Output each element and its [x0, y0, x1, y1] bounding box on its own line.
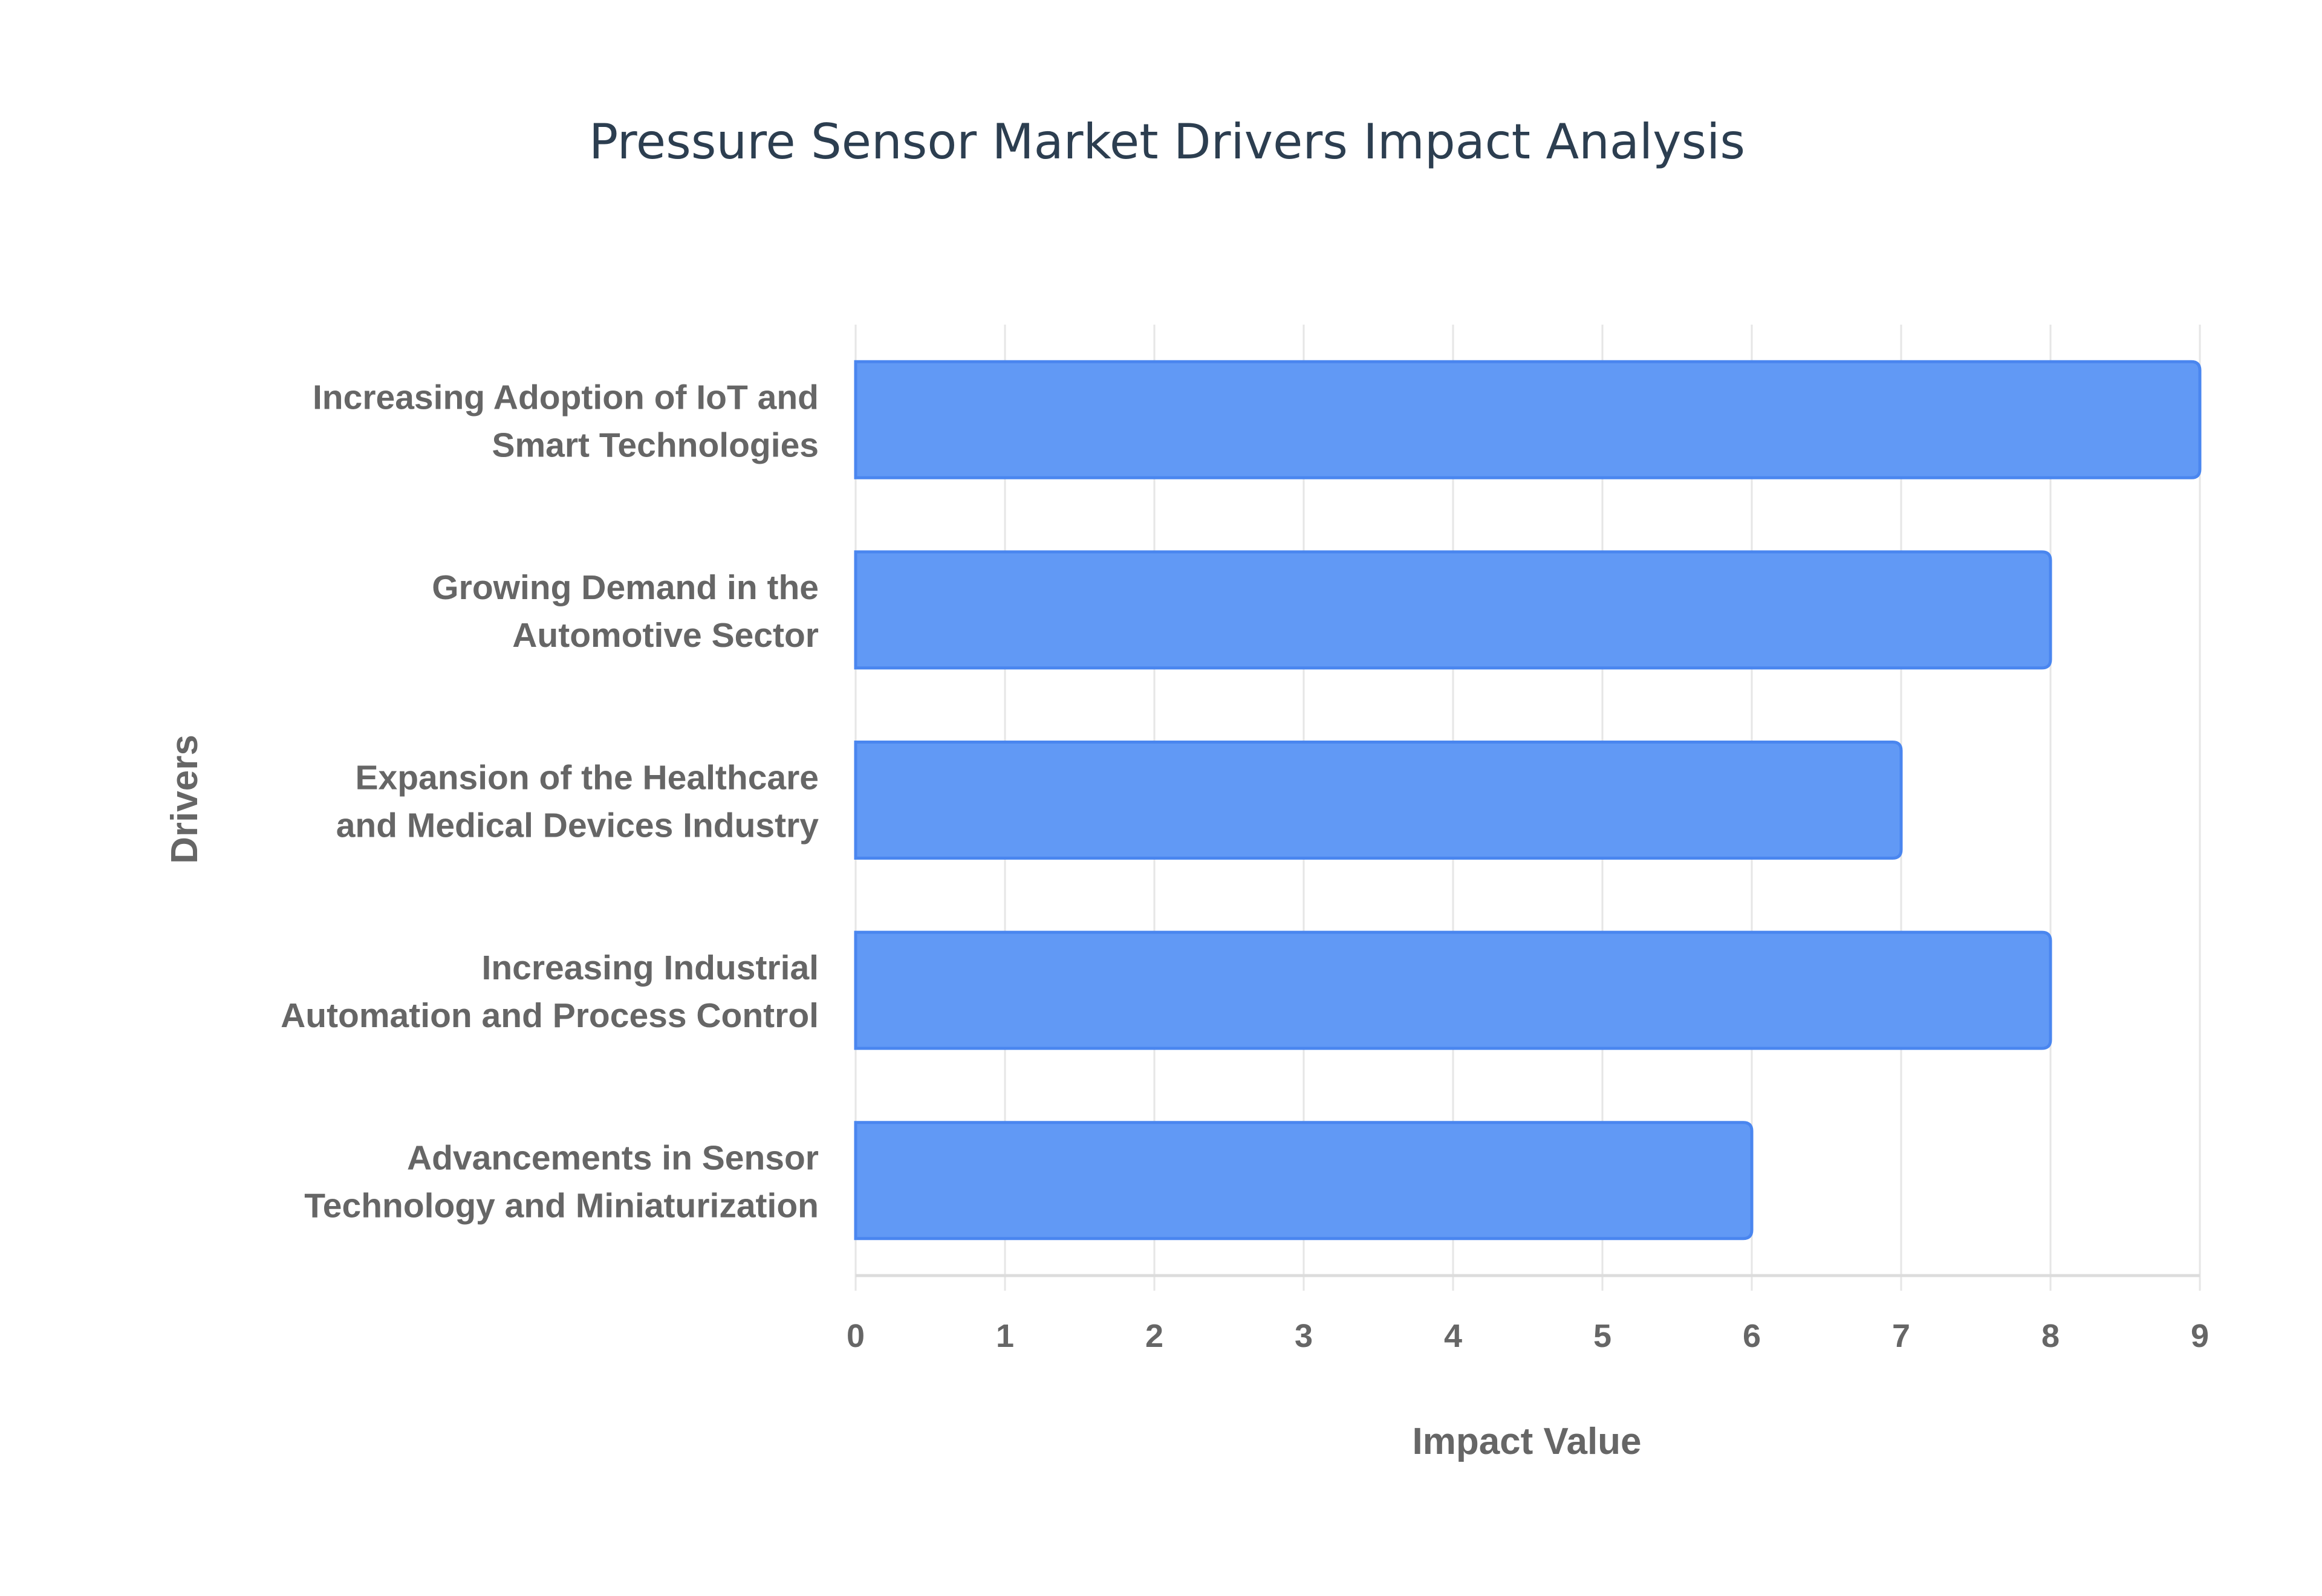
x-tick-label: 7	[1892, 1318, 1910, 1354]
x-tick-labels: 0 1 2 3 4 5 6 7 8 9	[847, 1318, 2209, 1354]
bar[interactable]	[854, 930, 2052, 1050]
x-tick-label: 4	[1444, 1318, 1462, 1354]
x-tick-label: 2	[1145, 1318, 1163, 1354]
bar[interactable]	[854, 550, 2052, 670]
category-label: Increasing Industrial Automation and Proc…	[281, 949, 819, 1035]
x-tick-label: 3	[1295, 1318, 1313, 1354]
category-label: Advancements in Sensor Technology and Min…	[304, 1139, 819, 1225]
category-label: Increasing Adoption of IoT and Smart Tech…	[313, 378, 819, 464]
x-tick-label: 0	[847, 1318, 865, 1354]
x-tick-label: 8	[2041, 1318, 2060, 1354]
category-label: Expansion of the Healthcare and Medical D…	[336, 759, 819, 845]
x-tick-label: 1	[996, 1318, 1014, 1354]
bars	[854, 360, 2202, 1241]
y-axis-title: Drivers	[164, 735, 206, 864]
bar[interactable]	[854, 360, 2202, 479]
y-category-labels: Increasing Adoption of IoT and Smart Tech…	[281, 378, 819, 1225]
x-tick-label: 5	[1593, 1318, 1611, 1354]
bar[interactable]	[854, 1121, 1754, 1241]
x-tick-label: 9	[2191, 1318, 2209, 1354]
bar[interactable]	[854, 741, 1903, 860]
category-label: Growing Demand in the Automotive Sector	[432, 568, 819, 655]
x-tick-label: 6	[1743, 1318, 1761, 1354]
chart-title: Pressure Sensor Market Drivers Impact An…	[589, 114, 1745, 170]
x-axis-title: Impact Value	[1412, 1421, 1641, 1462]
